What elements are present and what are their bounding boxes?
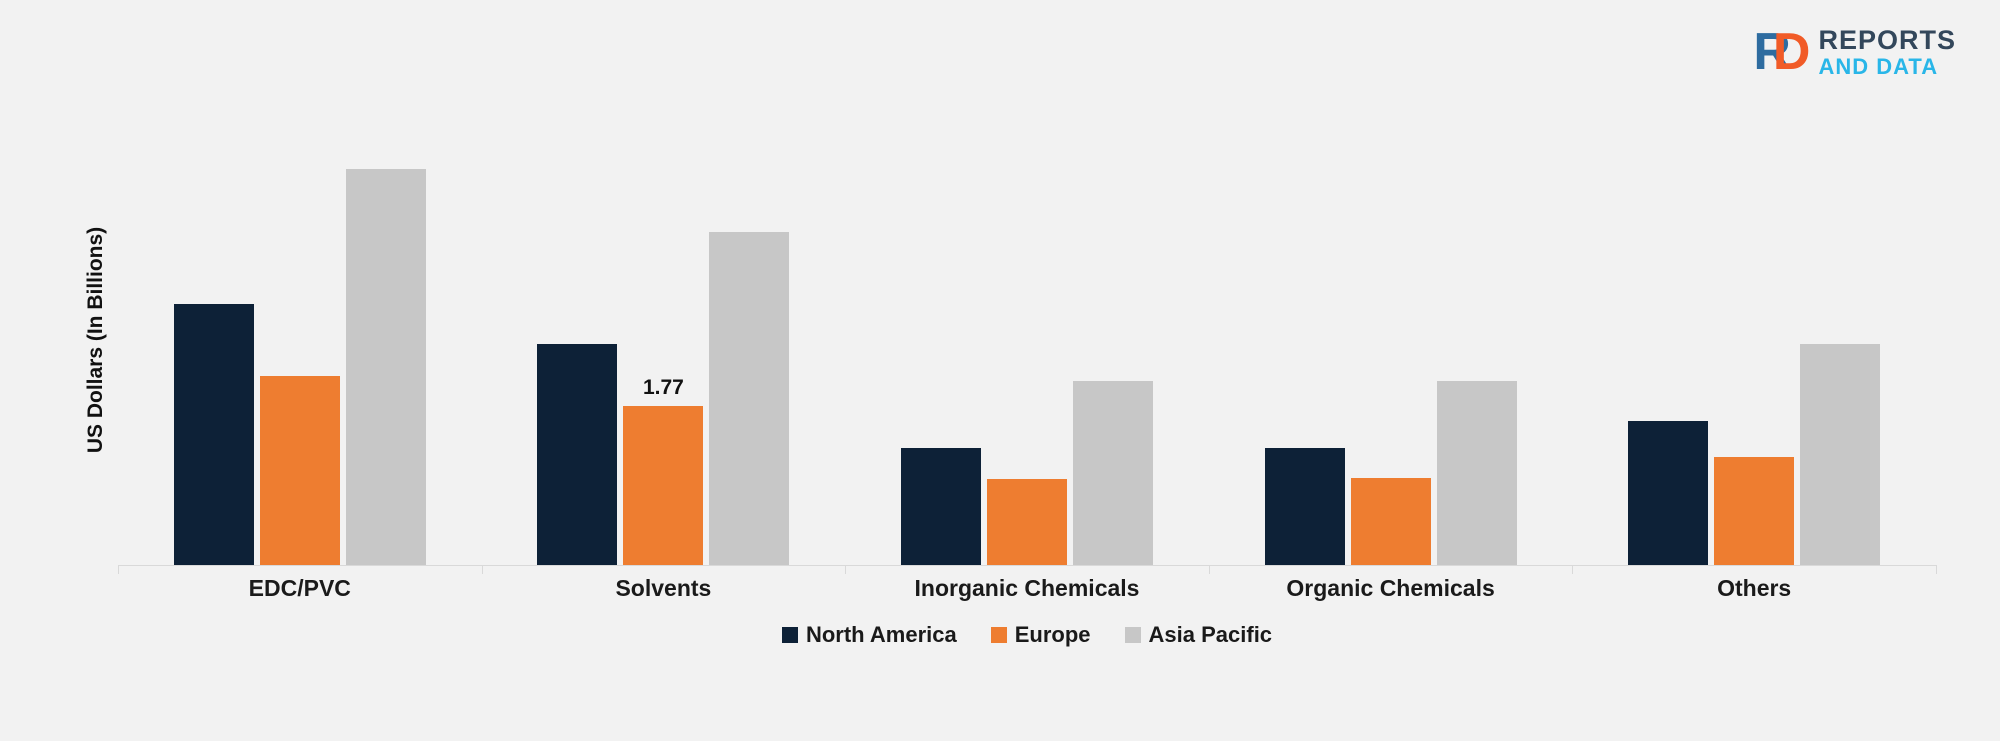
legend-label-asia-pacific: Asia Pacific [1148, 622, 1273, 647]
legend: North America Europe Asia Pacific [118, 622, 1936, 648]
bar-column-north-america-organic-chemicals [1264, 115, 1345, 565]
x-category-label-organic-chemicals: Organic Chemicals [1286, 575, 1495, 601]
bar-column-north-america-solvents [537, 115, 618, 565]
bar-column-europe-inorganic-chemicals [986, 115, 1067, 565]
x-axis-tick [1936, 565, 1937, 574]
bar-asia-pacific-solvents [709, 232, 790, 565]
bar-north-america-organic-chemicals [1264, 448, 1345, 565]
bar-group-organic-chemicals [1264, 115, 1517, 565]
legend-item-europe: Europe [990, 622, 1091, 648]
bar-column-north-america-edc-pvc [173, 115, 254, 565]
plot-area: 1.77 [118, 115, 1937, 574]
logo-text-and-data: AND DATA [1818, 53, 1939, 79]
bar-group-edc-pvc [173, 115, 426, 565]
bar-north-america-inorganic-chemicals [900, 448, 981, 565]
bar-europe-solvents [623, 406, 704, 565]
x-axis-tick [1208, 565, 1210, 574]
bar-asia-pacific-edc-pvc [345, 169, 426, 565]
bar-column-europe-organic-chemicals [1350, 115, 1431, 565]
bar-asia-pacific-inorganic-chemicals [1072, 381, 1153, 565]
bar-asia-pacific-organic-chemicals [1436, 381, 1517, 565]
bar-group-others [1628, 115, 1881, 565]
bar-column-europe-others [1714, 115, 1795, 565]
bar-north-america-edc-pvc [173, 304, 254, 565]
x-axis-tick [481, 565, 483, 574]
x-axis-tick [845, 565, 847, 574]
logo-letter-r: R [1753, 23, 1791, 81]
logo-text: REPORTS AND DATA [1818, 25, 1956, 79]
bar-north-america-solvents [537, 344, 618, 565]
bar-column-asia-pacific-organic-chemicals [1436, 115, 1517, 565]
bar-column-europe-solvents: 1.77 [623, 115, 704, 565]
x-category-label-solvents: Solvents [615, 575, 712, 601]
x-axis-category-labels: EDC/PVC Solvents Inorganic Chemicals Organi… [118, 575, 1936, 602]
bar-column-europe-edc-pvc [259, 115, 340, 565]
legend-label-north-america: North America [805, 622, 957, 647]
legend-label-europe: Europe [1014, 622, 1091, 647]
bar-column-asia-pacific-solvents [709, 115, 790, 565]
legend-swatch-icon-north-america [781, 627, 798, 643]
bar-column-asia-pacific-inorganic-chemicals [1072, 115, 1153, 565]
x-axis-tick [1572, 565, 1574, 574]
bar-group-solvents: 1.77 [537, 115, 790, 565]
bar-europe-inorganic-chemicals [986, 479, 1067, 565]
bar-group-inorganic-chemicals [900, 115, 1153, 565]
bar-column-asia-pacific-edc-pvc [345, 115, 426, 565]
bar-europe-others [1714, 457, 1795, 565]
x-category-label-others: Others [1717, 575, 1792, 601]
bar-value-label-europe-solvents: 1.77 [642, 376, 684, 399]
logo-mark-icon: R D [1753, 26, 1810, 78]
bar-column-north-america-others [1628, 115, 1709, 565]
bar-column-north-america-inorganic-chemicals [900, 115, 981, 565]
bar-column-asia-pacific-others [1800, 115, 1881, 565]
logo: R D REPORTS AND DATA [1753, 26, 1956, 78]
x-axis-tick [118, 565, 119, 574]
legend-item-asia-pacific: Asia Pacific [1124, 622, 1273, 648]
bar-asia-pacific-others [1800, 344, 1881, 565]
bar-north-america-others [1628, 421, 1709, 565]
legend-item-north-america: North America [781, 622, 957, 648]
x-category-label-inorganic-chemicals: Inorganic Chemicals [914, 575, 1140, 601]
bar-europe-edc-pvc [259, 376, 340, 565]
logo-text-reports: REPORTS [1818, 25, 1956, 56]
legend-swatch-icon-asia-pacific [1124, 627, 1141, 643]
legend-swatch-icon-europe [990, 627, 1007, 643]
x-category-label-edc-pvc: EDC/PVC [248, 575, 351, 601]
y-axis-label: US Dollars (In Billions) [84, 226, 107, 454]
bar-europe-organic-chemicals [1350, 478, 1431, 565]
logo-letter-d: D [1772, 23, 1811, 81]
